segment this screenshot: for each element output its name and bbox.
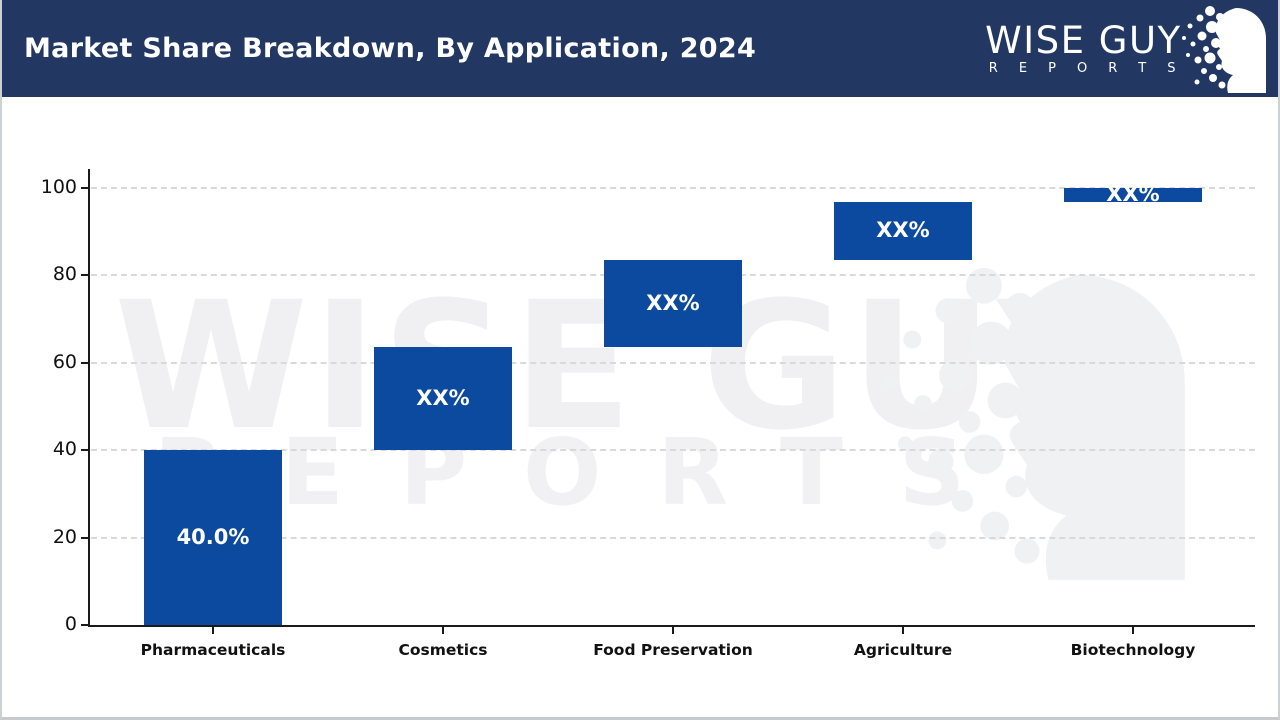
- x-tick: [672, 627, 675, 634]
- y-tick-label: 20: [52, 525, 77, 548]
- y-tick: [81, 361, 89, 364]
- category-label: Agriculture: [853, 641, 953, 659]
- bar-value-label: XX%: [416, 386, 470, 411]
- y-gridline: [91, 186, 1255, 189]
- waterfall-bar: XX%: [834, 201, 972, 261]
- y-tick-label: 0: [64, 613, 77, 635]
- x-tick: [1132, 627, 1135, 634]
- y-gridline: [91, 536, 1255, 539]
- bar-value-label: 40.0%: [176, 525, 250, 549]
- y-tick-label: 80: [52, 263, 77, 285]
- bar-value-label: XX%: [646, 291, 700, 316]
- waterfall-bar: XX%: [1064, 184, 1202, 205]
- y-tick: [81, 536, 89, 539]
- y-gridline: [91, 449, 1255, 451]
- y-tick: [81, 274, 89, 277]
- category-label: Cosmetics: [398, 641, 488, 659]
- y-tick-label: 40: [52, 438, 77, 460]
- watermark-subtitle: REPORTS: [154, 419, 1022, 526]
- y-tick-label: 100: [40, 175, 77, 198]
- y-tick: [81, 624, 89, 627]
- y-gridline: [91, 361, 1255, 364]
- waterfall-chart: WISE GUY REPORTS 0 20 40 60 80 100 40.0% Pharma…: [2, 97, 1278, 717]
- bar-value-label: XX%: [1106, 182, 1160, 206]
- y-tick: [81, 186, 89, 189]
- bar-value-label: XX%: [876, 218, 930, 243]
- header-bar: Market Share Breakdown, By Application, …: [2, 0, 1278, 97]
- y-axis-line: [88, 169, 91, 627]
- x-axis-line: [88, 625, 1255, 628]
- logo-subtitle: R E P O R T S: [988, 61, 1184, 77]
- category-label: Food Preservation: [593, 641, 753, 659]
- y-tick: [81, 449, 89, 452]
- watermark-head-icon: [883, 267, 1185, 580]
- waterfall-bar: XX%: [604, 260, 742, 348]
- x-tick: [442, 627, 445, 634]
- waterfall-bar: 40.0%: [144, 450, 282, 625]
- waterfall-bar: XX%: [374, 347, 512, 450]
- x-tick: [212, 627, 215, 634]
- category-label: Biotechnology: [1070, 641, 1196, 659]
- wise-guy-reports-logo: WISE GUY R E P O R T S: [983, 6, 1268, 93]
- category-label: Pharmaceuticals: [140, 641, 286, 659]
- logo-wordmark: WISE GUY: [985, 18, 1182, 62]
- dotted-head-logo-icon: [1182, 6, 1266, 93]
- y-tick-label: 60: [52, 350, 77, 373]
- x-tick: [902, 627, 905, 634]
- logo-text: WISE GUY R E P O R T S: [983, 18, 1184, 77]
- page-title: Market Share Breakdown, By Application, …: [24, 33, 757, 64]
